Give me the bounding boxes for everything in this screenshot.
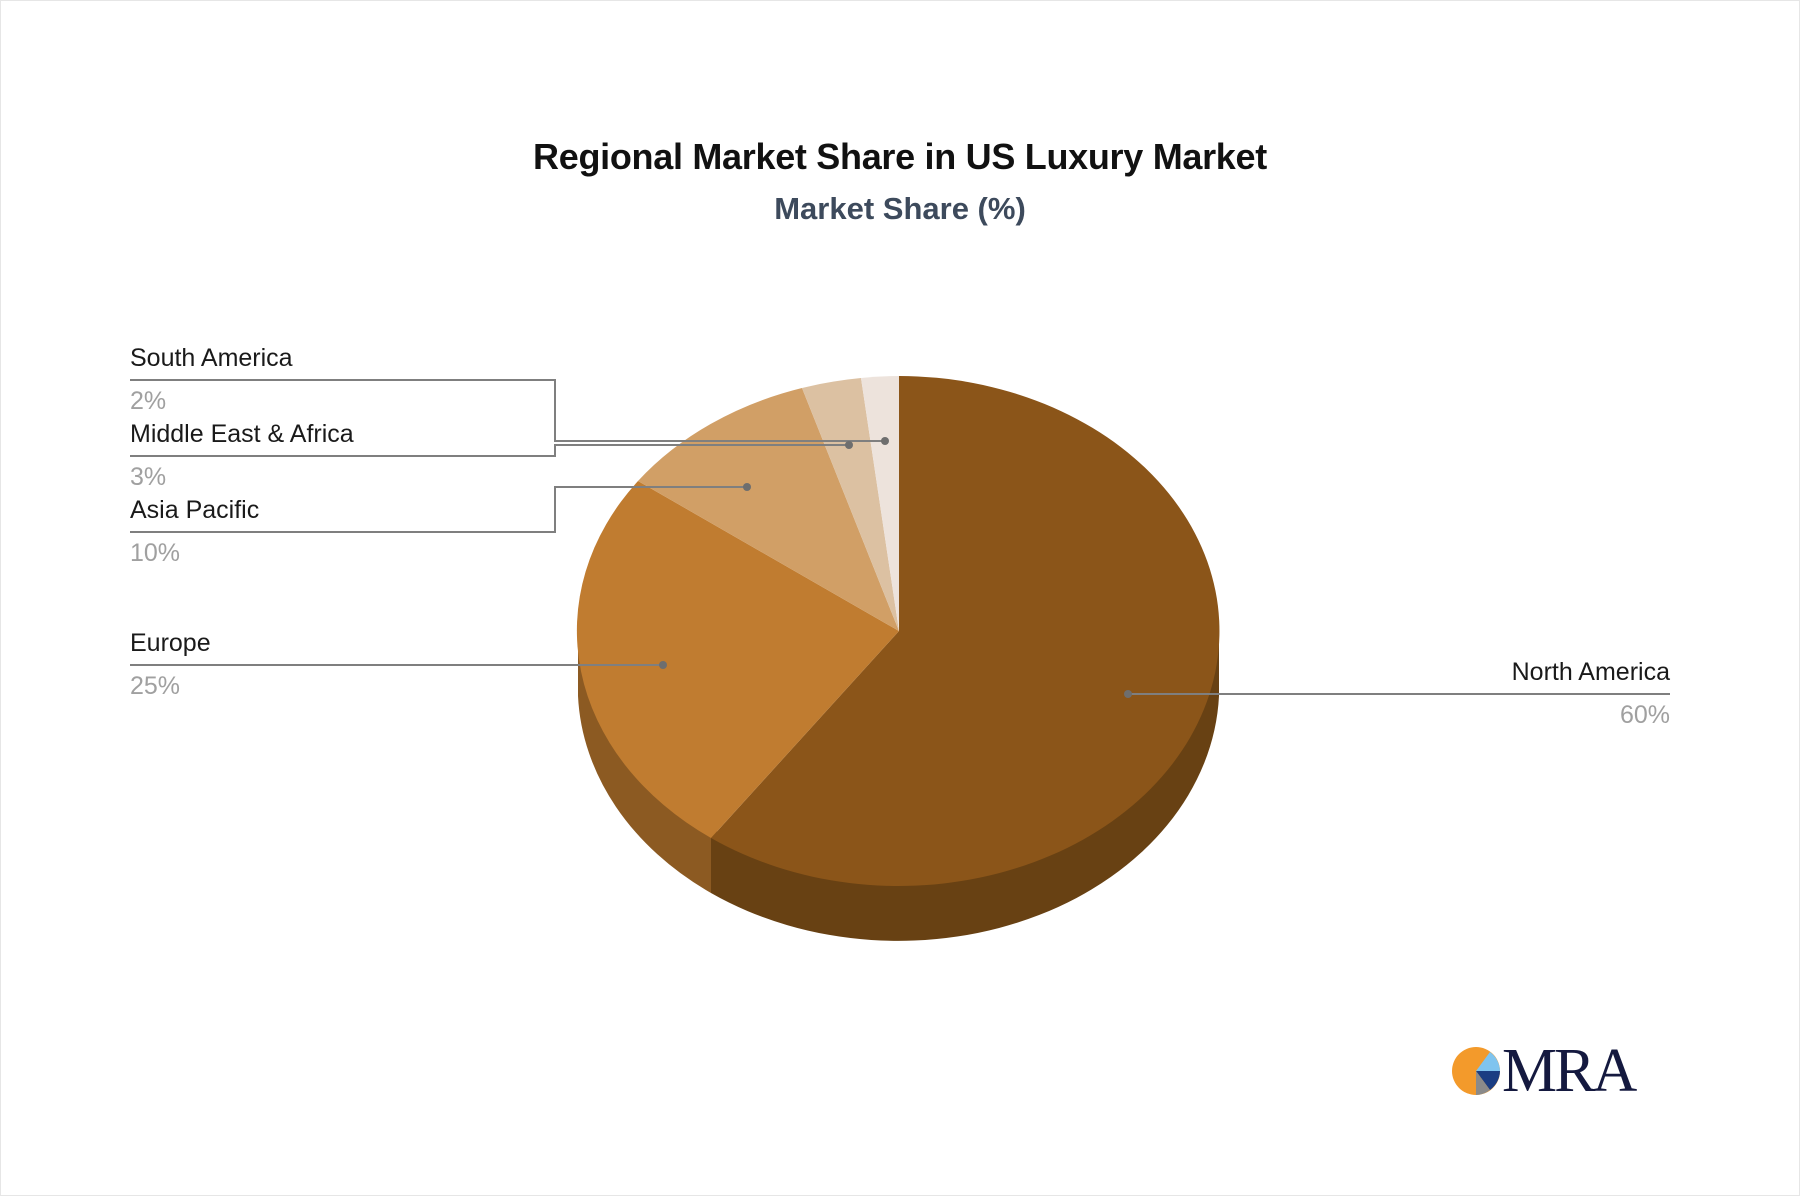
- leader-dot-asia-pacific: [743, 483, 751, 491]
- label-middle-east-africa: Middle East & Africa: [130, 420, 354, 448]
- pie-slice-europe[interactable]: [576, 481, 899, 838]
- label-europe: Europe: [130, 629, 211, 657]
- value-south-america: 2%: [130, 387, 167, 415]
- leader-dot-north-america: [1124, 690, 1132, 698]
- chart-title: Regional Market Share in US Luxury Marke…: [533, 136, 1267, 177]
- value-middle-east-africa: 3%: [130, 463, 167, 491]
- leader-dot-middle-east-africa: [845, 441, 853, 449]
- label-north-america: North America: [1511, 658, 1670, 686]
- chart-subtitle: Market Share (%): [774, 191, 1026, 226]
- pie-slice-south-america[interactable]: [861, 376, 899, 631]
- leader-line-asia-pacific: [130, 486, 747, 533]
- mra-logo: MRA: [1450, 1037, 1650, 1105]
- label-south-america: South America: [130, 344, 293, 372]
- value-north-america: 60%: [1619, 701, 1670, 729]
- leader-line-middle-east-africa: [130, 444, 849, 457]
- pie-side-europe: [578, 631, 711, 893]
- label-asia-pacific: Asia Pacific: [130, 496, 260, 524]
- logo-pie-icon: [1452, 1047, 1500, 1095]
- value-asia-pacific: 10%: [130, 539, 181, 567]
- leader-dot-europe: [659, 661, 667, 669]
- pie-slice-asia-pacific[interactable]: [638, 388, 899, 631]
- leader-dot-south-america: [881, 437, 889, 445]
- logo-text: MRA: [1502, 1037, 1637, 1105]
- value-europe: 25%: [130, 672, 181, 700]
- pie-side-north-america: [711, 631, 1219, 941]
- leader-line-south-america: [130, 379, 885, 442]
- pie-slice-north-america[interactable]: [711, 376, 1220, 886]
